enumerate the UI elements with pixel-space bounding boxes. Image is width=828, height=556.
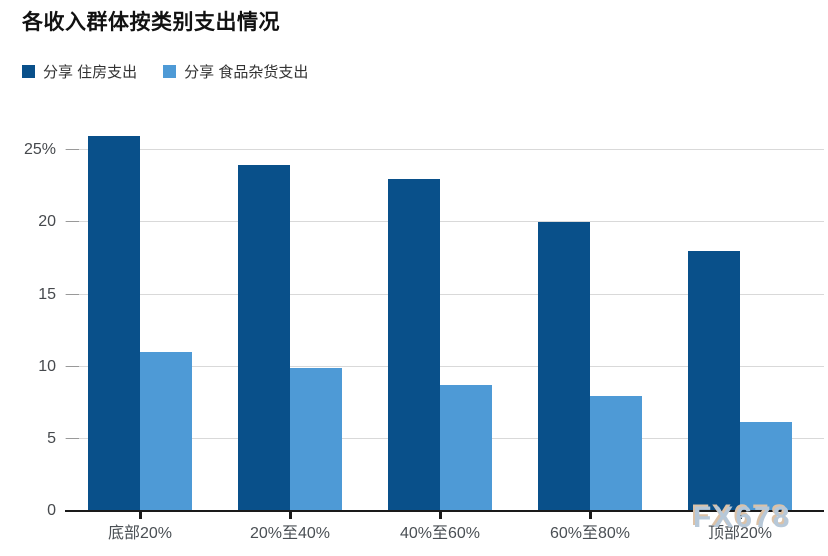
gridline xyxy=(65,149,824,151)
y-axis-tick-label: 10 xyxy=(38,357,56,375)
legend-label: 分享 住房支出 xyxy=(43,64,138,81)
y-axis-tick-label: 15 xyxy=(38,285,56,303)
y-axis-labels: 0 5 10 15 20 25% xyxy=(0,130,56,519)
y-axis-tick-label: 5 xyxy=(47,429,56,447)
gridline xyxy=(65,365,824,367)
legend-item: 分享 住房支出 xyxy=(22,61,137,82)
bar-housing xyxy=(88,135,140,511)
bar-housing xyxy=(388,179,440,511)
bar-grocery xyxy=(140,352,192,511)
y-axis-tick-label: 20 xyxy=(38,213,56,231)
bar-housing xyxy=(238,164,290,511)
plot-area xyxy=(65,130,824,519)
x-tick-mark xyxy=(589,512,592,519)
x-axis-labels: 底部20% 20%至40% 40%至60% 60%至80% 顶部20% xyxy=(65,519,824,545)
x-tick-mark xyxy=(139,512,142,519)
y-tick-mark xyxy=(66,365,79,367)
x-tick-mark xyxy=(739,512,742,519)
x-axis-category-label: 20%至40% xyxy=(249,525,331,542)
legend: 分享 住房支出 分享 食品杂货支出 xyxy=(22,61,308,82)
y-tick-mark xyxy=(66,221,79,223)
x-tick-mark xyxy=(289,512,292,519)
y-tick-mark xyxy=(66,293,79,295)
y-tick-mark xyxy=(66,149,79,151)
bar-housing xyxy=(688,251,740,511)
x-tick-mark xyxy=(439,512,442,519)
gridline xyxy=(65,293,824,295)
chart-title: 各收入群体按类别支出情况 xyxy=(22,11,280,34)
bar-grocery xyxy=(590,395,642,511)
bar-housing xyxy=(538,222,590,511)
x-axis-category-label: 底部20% xyxy=(107,525,173,542)
x-axis-line xyxy=(65,510,824,512)
bar-grocery xyxy=(290,368,342,511)
bar-grocery xyxy=(440,385,492,511)
watermark: FX678 xyxy=(693,501,792,534)
bar-grocery xyxy=(740,421,792,511)
y-axis-tick-label: 25% xyxy=(23,141,56,159)
gridline xyxy=(65,221,824,223)
y-tick-mark xyxy=(66,437,79,439)
x-axis-category-label: 顶部20% xyxy=(707,525,773,542)
x-axis-category-label: 40%至60% xyxy=(399,525,481,542)
y-axis-tick-label: 0 xyxy=(47,502,56,519)
legend-item: 分享 食品杂货支出 xyxy=(163,61,308,82)
legend-swatch xyxy=(22,65,35,78)
x-axis-category-label: 60%至80% xyxy=(549,525,631,542)
legend-label: 分享 食品杂货支出 xyxy=(184,64,309,81)
legend-swatch xyxy=(163,65,177,78)
